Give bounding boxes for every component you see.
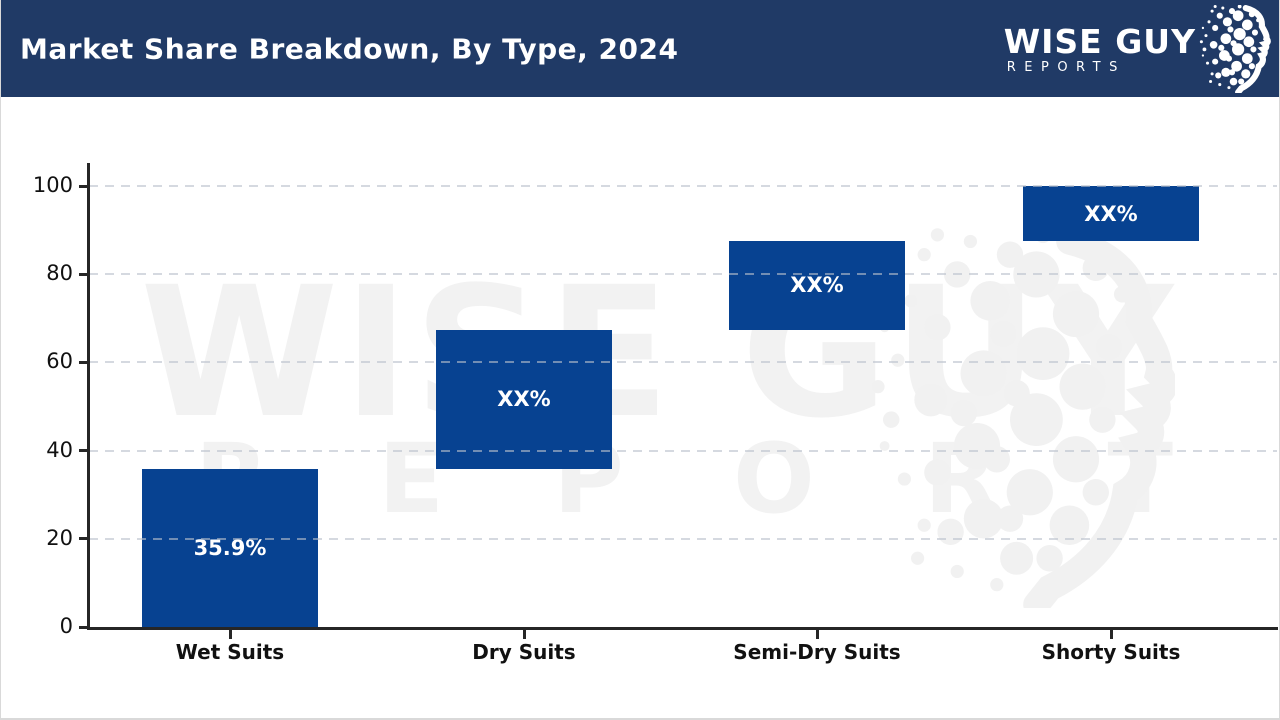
x-category-label: Wet Suits: [175, 640, 285, 664]
y-tick: [79, 184, 88, 188]
y-tick-label: 80: [46, 261, 73, 286]
gridline: [89, 273, 1277, 276]
y-tick-label: 20: [46, 525, 73, 550]
bar: XX%: [1023, 186, 1199, 242]
y-tick: [79, 537, 88, 541]
x-axis-spine: [87, 627, 1278, 630]
y-tick-label: 100: [32, 173, 73, 197]
brand-logo-head-icon: [1199, 5, 1271, 93]
x-tick: [815, 630, 819, 639]
brand-logo-text: WISE GUY REPORTS: [1004, 25, 1196, 74]
x-axis: Wet Suits Dry Suits Semi-Dry Suits Shorty S…: [89, 627, 1277, 687]
bar-value-label: XX%: [790, 273, 844, 298]
x-tick: [1109, 630, 1113, 639]
bar: XX%: [729, 241, 905, 330]
y-axis: 0 20 40 60 80 100: [0, 163, 88, 637]
x-category-label: Shorty Suits: [1041, 640, 1181, 664]
watermark-head-icon: [871, 228, 1175, 608]
gridline: [89, 361, 1277, 364]
plot-area: 35.9% XX% XX% XX%: [89, 163, 1277, 627]
brand-logo-name: WISE GUY: [1003, 21, 1196, 61]
brand-logo: WISE GUY REPORTS: [1004, 4, 1272, 94]
gridline: [89, 537, 1277, 540]
y-tick-label: 0: [59, 614, 73, 638]
page-title: Market Share Breakdown, By Type, 2024: [20, 32, 679, 65]
bar-value-label: XX%: [1084, 201, 1138, 226]
gridline: [89, 449, 1277, 452]
x-category-label: Semi-Dry Suits: [733, 640, 901, 664]
y-tick-label: 40: [46, 437, 73, 462]
y-tick: [79, 272, 88, 276]
gridline: [89, 185, 1277, 187]
x-tick: [522, 630, 526, 639]
y-tick: [79, 360, 88, 364]
x-category-label: Dry Suits: [472, 640, 576, 664]
bar-value-label: 35.9%: [193, 535, 267, 560]
brand-logo-subtitle: REPORTS: [1006, 59, 1126, 75]
y-tick-label: 60: [46, 349, 73, 374]
y-tick: [79, 449, 88, 453]
y-axis-spine: [87, 163, 90, 630]
bar-value-label: XX%: [497, 387, 551, 412]
header-bar: Market Share Breakdown, By Type, 2024 WI…: [0, 0, 1280, 97]
bar: XX%: [436, 329, 612, 469]
y-tick: [79, 625, 88, 629]
bar: 35.9%: [142, 468, 318, 627]
x-tick: [228, 630, 232, 639]
watermark-reports: R E P O R T S: [195, 423, 1280, 535]
